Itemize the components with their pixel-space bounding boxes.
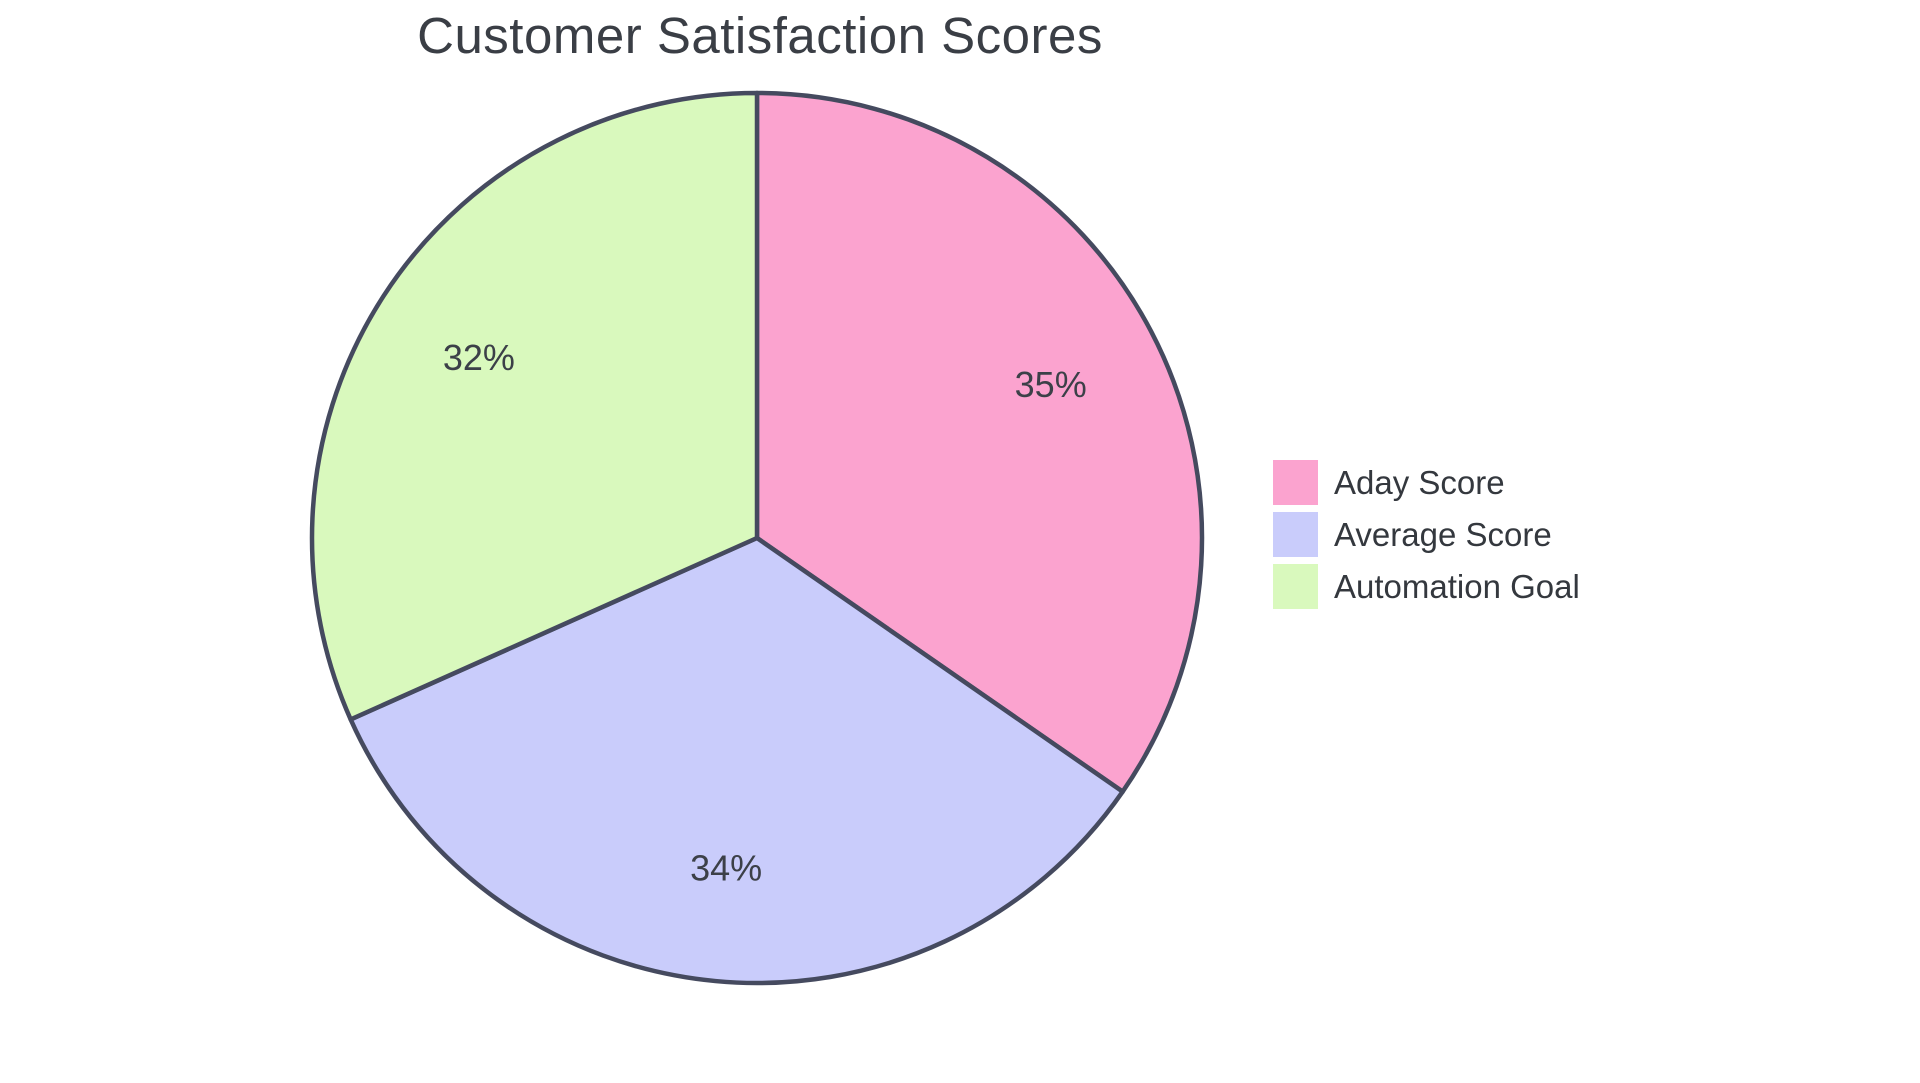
legend-swatch-icon [1273, 460, 1318, 505]
legend-item-aday-score[interactable]: Aday Score [1273, 460, 1580, 505]
slice-percentage-label: 32% [443, 337, 515, 378]
legend-label: Automation Goal [1334, 567, 1580, 605]
slice-percentage-label: 34% [690, 848, 762, 889]
pie-slice-automation-goal[interactable] [309, 90, 760, 722]
pie-slice-average-score[interactable] [348, 535, 1125, 986]
legend-item-average-score[interactable]: Average Score [1273, 512, 1580, 557]
legend-label: Aday Score [1334, 463, 1505, 501]
pie-slice-aday-score[interactable] [754, 90, 1205, 794]
legend: Aday Score Average Score Automation Goal [1273, 460, 1580, 609]
legend-swatch-icon [1273, 564, 1318, 609]
slice-percentage-label: 35% [1015, 364, 1087, 405]
legend-swatch-icon [1273, 512, 1318, 557]
chart-title: Customer Satisfaction Scores [417, 7, 1103, 64]
legend-label: Average Score [1334, 515, 1552, 553]
legend-item-automation-goal[interactable]: Automation Goal [1273, 564, 1580, 609]
